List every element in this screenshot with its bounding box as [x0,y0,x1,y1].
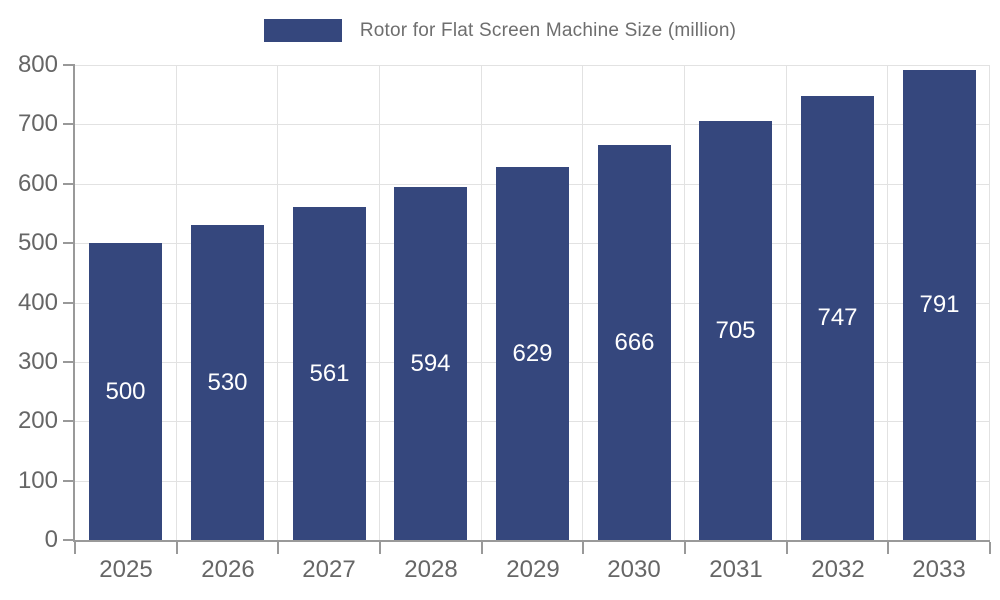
y-tick-label: 800 [17,51,58,78]
bar-2028[interactable]: 594 [394,187,467,540]
bar-value-label: 500 [105,377,146,405]
legend-swatch [263,19,342,42]
gridline-v [277,65,278,540]
gridline-h [75,124,990,125]
y-tick-label: 600 [17,170,58,197]
x-tick-label: 2031 [709,556,763,583]
bar-2029[interactable]: 629 [496,167,569,540]
x-tick-label: 2026 [201,556,255,583]
y-tick [63,361,75,363]
bar-value-label: 747 [817,304,858,331]
bar-value-label: 594 [410,349,451,377]
x-tick [786,542,788,554]
x-tick [887,542,889,554]
bar-value-label: 561 [309,359,350,387]
x-tick [277,542,279,554]
y-tick-label: 500 [17,229,58,256]
gridline-v [176,65,177,540]
y-tick-label: 400 [17,289,58,316]
x-tick [379,542,381,554]
gridline-v [786,65,787,540]
bar-value-label: 629 [512,339,553,367]
y-tick-label: 300 [17,348,58,375]
gridline-v [379,65,380,540]
x-tick-label: 2032 [811,556,865,583]
y-tick [63,242,75,244]
x-tick [684,542,686,554]
bar-value-label: 791 [919,291,960,318]
plot-area: 500 530 561 594 629 666 705 747 791 [75,65,990,540]
bar-2031[interactable]: 705 [699,121,772,540]
bar-2026[interactable]: 530 [191,225,264,540]
x-tick [176,542,178,554]
y-tick-label: 100 [17,467,58,494]
x-tick [989,542,991,554]
bar-value-label: 666 [614,328,655,356]
x-tick-label: 2025 [99,556,153,583]
y-tick [63,64,75,66]
y-tick-label: 700 [17,110,58,137]
y-tick [63,539,75,541]
gridline-h [75,65,990,66]
x-axis-line [73,540,990,542]
x-tick-label: 2029 [506,556,560,583]
x-tick [582,542,584,554]
x-tick-label: 2027 [302,556,356,583]
y-tick [63,123,75,125]
gridline-v [481,65,482,540]
bar-2033[interactable]: 791 [903,70,976,540]
bar-value-label: 705 [715,316,756,344]
y-tick-label: 200 [17,407,58,434]
legend-label: Rotor for Flat Screen Machine Size (mill… [359,19,737,41]
x-tick-label: 2030 [607,556,661,583]
y-tick [63,302,75,304]
x-tick [481,542,483,554]
bar-2027[interactable]: 561 [293,207,366,540]
bar-value-label: 530 [207,368,248,396]
x-tick-label: 2028 [404,556,458,583]
bar-2025[interactable]: 500 [89,243,162,540]
y-tick [63,183,75,185]
x-tick-label: 2033 [912,556,966,583]
y-tick [63,420,75,422]
gridline-v [684,65,685,540]
y-tick-label: 0 [44,526,58,553]
y-tick [63,480,75,482]
bar-2032[interactable]: 747 [801,96,874,540]
gridline-v [582,65,583,540]
bar-2030[interactable]: 666 [598,145,671,540]
gridline-v [887,65,888,540]
x-tick [74,542,76,554]
chart-legend[interactable]: Rotor for Flat Screen Machine Size (mill… [0,19,1000,42]
gridline-v [989,65,990,540]
